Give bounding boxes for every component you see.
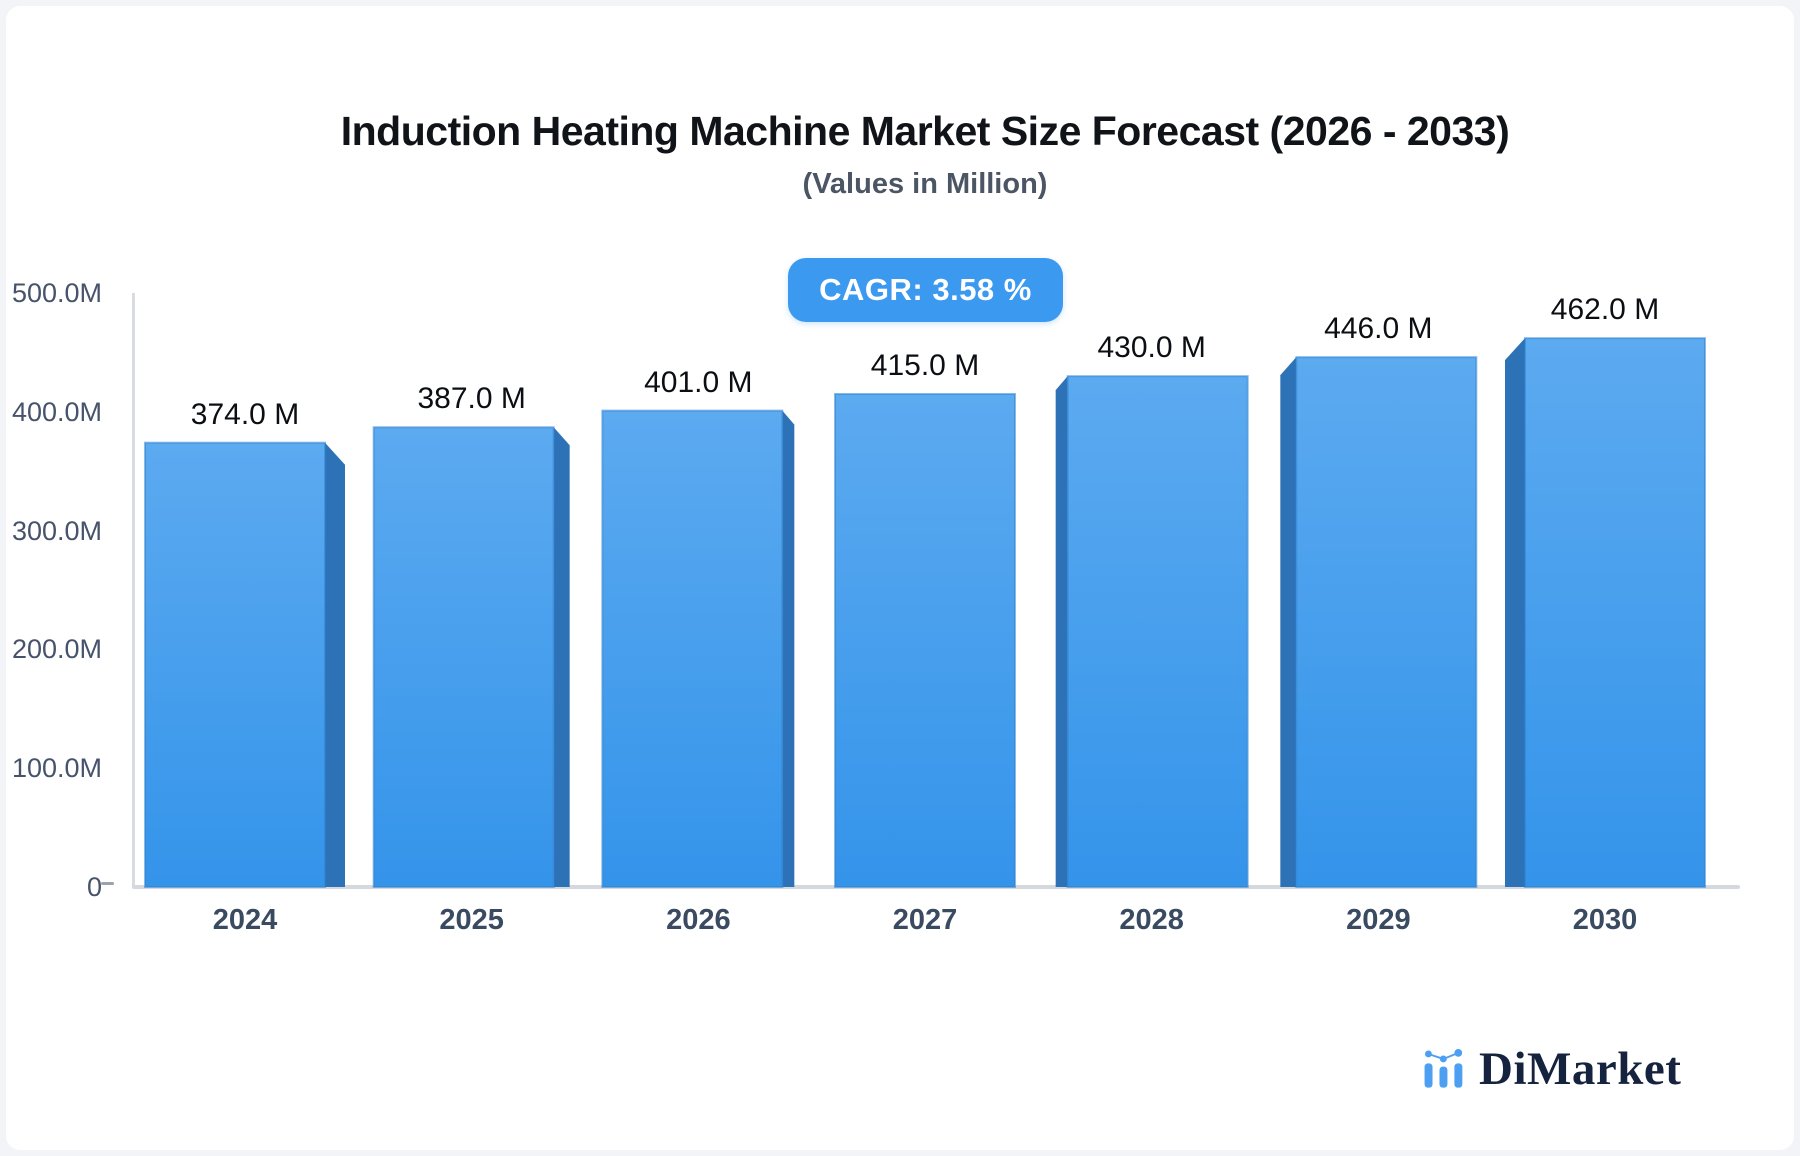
y-axis-label-0: 0	[86, 872, 102, 902]
bar-side-face	[1280, 357, 1297, 888]
x-axis-label-2026: 2026	[666, 904, 731, 936]
bar-value-label-2025: 387.0 M	[417, 382, 526, 416]
chart-title: Induction Heating Machine Market Size Fo…	[340, 108, 1510, 154]
bar-side-face	[325, 442, 345, 887]
bar-front-face	[144, 441, 326, 888]
bar-side-face	[1505, 338, 1526, 887]
chart-subtitle: (Values in Million)	[802, 168, 1048, 200]
bar-side-face	[1055, 376, 1068, 887]
bar-value-label-2029: 446.0 M	[1324, 312, 1433, 346]
mini-bar-line-chart-icon	[1424, 1049, 1463, 1088]
x-axis-label-2028: 2028	[1119, 904, 1184, 936]
x-axis-label-2030: 2030	[1572, 904, 1638, 936]
bar-value-label-2026: 401.0 M	[644, 365, 753, 399]
bar-2030	[1505, 337, 1707, 889]
y-axis-label-300.0M: 300.0M	[11, 515, 102, 546]
bar-value-label-2024: 374.0 M	[190, 397, 300, 431]
cagr-badge-label: CAGR: 3.58 %	[819, 272, 1032, 307]
y-axis-line	[132, 293, 135, 887]
y-axis-label-400.0M: 400.0M	[11, 396, 102, 427]
bar-value-label-2030: 462.0 M	[1550, 293, 1660, 327]
brand-logo-text: DiMarket	[1479, 1043, 1682, 1095]
bar-front-face	[1066, 375, 1249, 888]
bar-2024	[144, 441, 345, 888]
x-axis-label-2027: 2027	[892, 904, 958, 936]
bar-2026	[601, 409, 795, 888]
x-axis-label-2029: 2029	[1346, 904, 1411, 936]
y-axis-label-500.0M: 500.0M	[11, 278, 102, 308]
bar-2028	[1055, 375, 1249, 888]
bar-2025	[372, 426, 570, 888]
bar-side-face	[553, 427, 570, 887]
bar-value-label-2027: 415.0 M	[870, 348, 980, 382]
cagr-badge: CAGR: 3.58 %	[788, 258, 1063, 322]
bar-side-face	[782, 410, 795, 887]
brand-logo: DiMarket	[1424, 1042, 1681, 1094]
bar-value-label-2028: 430.0 M	[1097, 331, 1206, 365]
bar-front-face	[1524, 337, 1707, 889]
x-axis-label-2024: 2024	[212, 904, 278, 936]
y-axis-label-200.0M: 200.0M	[11, 634, 102, 665]
bar-front-face	[834, 392, 1017, 888]
y-axis-zero-tick-mark	[101, 882, 114, 885]
bar-2027	[834, 392, 1017, 888]
bar-front-face	[372, 426, 555, 888]
bar-2029	[1280, 356, 1478, 889]
bar-front-face	[1295, 356, 1478, 889]
y-axis-label-100.0M: 100.0M	[11, 753, 102, 784]
x-axis-label-2025: 2025	[439, 904, 504, 936]
bar-front-face	[601, 409, 784, 888]
